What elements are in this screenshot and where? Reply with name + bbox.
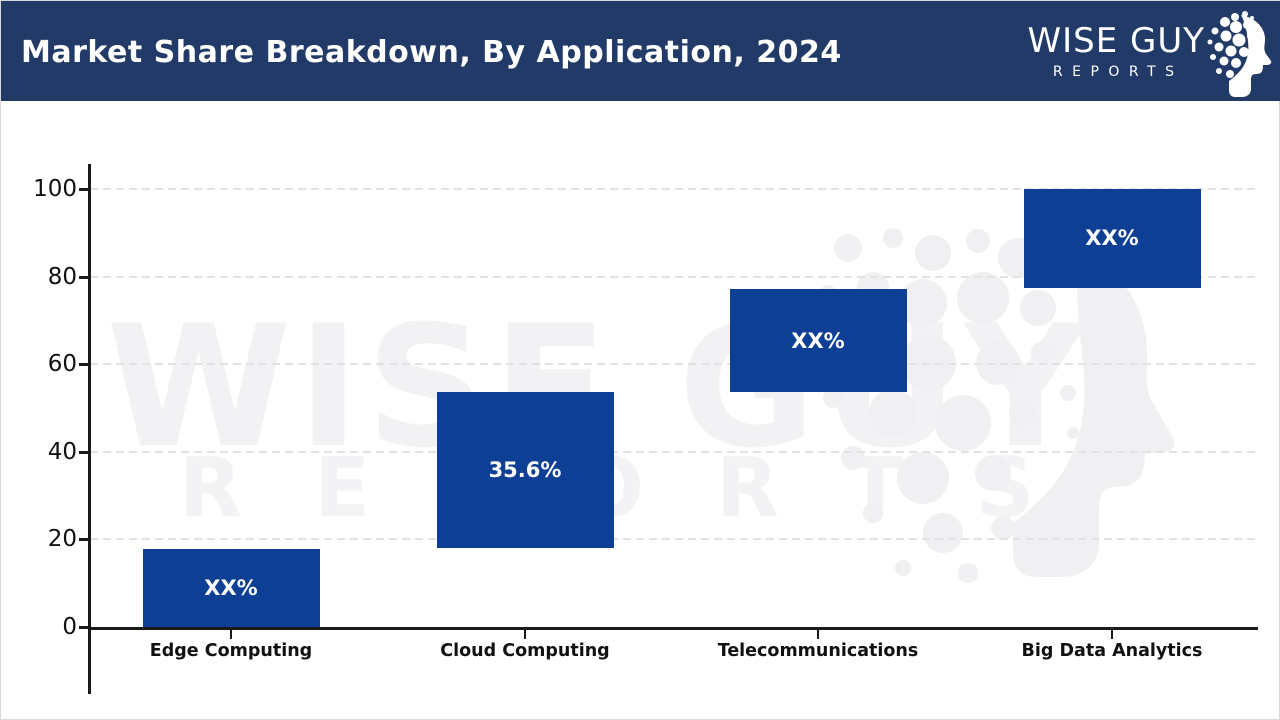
x-tick-mark-0 — [230, 630, 232, 639]
x-category-label: Big Data Analytics — [1021, 641, 1203, 661]
y-tick-mark-0 — [79, 626, 89, 629]
x-tick-mark-2 — [817, 630, 819, 639]
y-axis-line — [88, 164, 91, 694]
y-tick-label-80: 80 — [47, 263, 77, 290]
bar-telecommunications: XX% — [729, 288, 907, 393]
wiseguy-head-icon — [1207, 11, 1272, 97]
y-tick-label-60: 60 — [47, 351, 77, 378]
y-tick-label-40: 40 — [47, 438, 77, 465]
bar-value-label: XX% — [791, 328, 845, 353]
y-tick-mark-40 — [79, 450, 89, 454]
bar-value-label: XX% — [204, 576, 258, 600]
bar-cloud-computing: 35.6% — [436, 392, 614, 549]
y-tick-label-20: 20 — [47, 526, 77, 553]
y-tick-mark-20 — [79, 538, 89, 542]
page-title: Market Share Breakdown, By Application, … — [21, 35, 842, 70]
logo-text: WISE GUY REPORTS — [1027, 21, 1205, 80]
x-tick-mark-1 — [524, 630, 526, 639]
x-axis-line — [88, 627, 1258, 630]
gridline-60 — [90, 363, 1257, 366]
x-tick-mark-3 — [1111, 630, 1113, 639]
logo-wordmark: WISE GUY — [1027, 21, 1205, 61]
y-tick-label-100: 100 — [33, 176, 77, 202]
plot-region: 0 20 40 60 80 100 XX% Edge Computing 35.6% Cloud … — [1, 101, 1280, 720]
logo-subtext: REPORTS — [1052, 64, 1184, 80]
x-category-label: Telecommunications — [717, 641, 919, 661]
gridline-80 — [90, 275, 1257, 278]
bar-big-data-analytics: XX% — [1023, 189, 1201, 288]
header-bar: Market Share Breakdown, By Application, … — [1, 1, 1280, 101]
bar-value-label: XX% — [1085, 226, 1139, 251]
bar-value-label: 35.6% — [488, 458, 562, 483]
y-tick-mark-80 — [79, 275, 89, 279]
gridline-40 — [90, 450, 1257, 453]
y-tick-mark-100 — [79, 188, 89, 191]
x-category-label: Cloud Computing — [440, 641, 610, 661]
y-tick-mark-60 — [79, 363, 89, 367]
y-tick-label-0: 0 — [62, 614, 77, 640]
gridline-20 — [90, 538, 1257, 541]
bar-edge-computing: XX% — [142, 549, 320, 627]
x-category-label: Edge Computing — [149, 641, 313, 661]
wiseguy-logo: WISE GUY REPORTS — [1023, 5, 1273, 97]
gridline-100 — [90, 188, 1257, 190]
watermark-head-dots-icon — [807, 228, 1175, 583]
